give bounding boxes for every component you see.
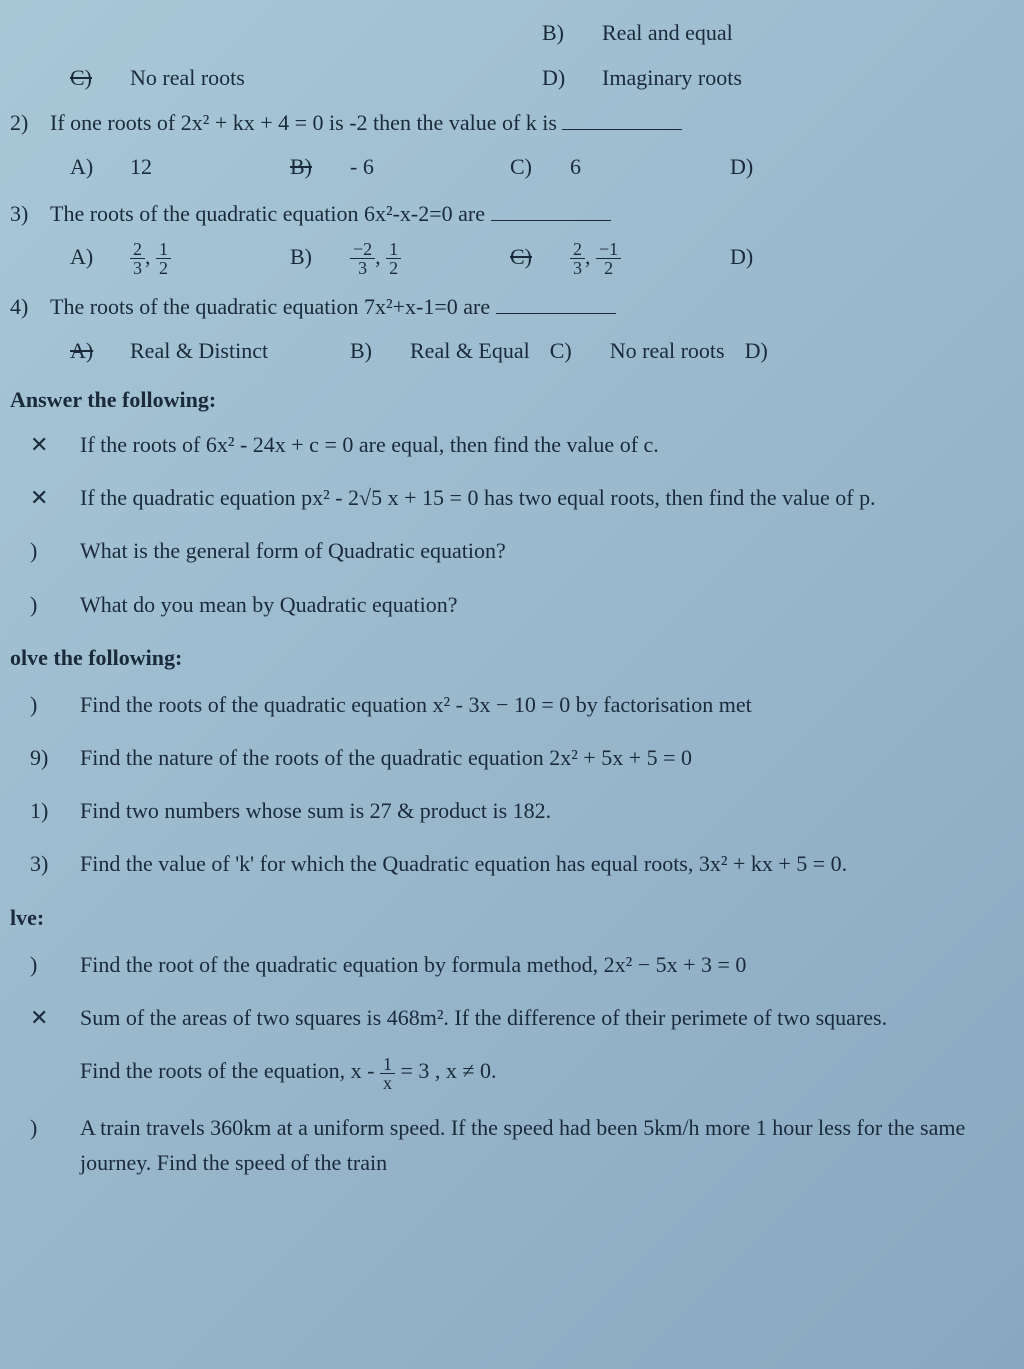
bullet-icon: ) — [30, 587, 80, 622]
bullet-icon: ✕ — [30, 1000, 80, 1035]
opt-value: Real and equal — [602, 15, 733, 50]
question-2: 2) If one roots of 2x² + kx + 4 = 0 is -… — [10, 105, 1014, 140]
opt-b: B) — [290, 149, 350, 184]
opt-d: D) — [745, 333, 805, 368]
question-4: 4) The roots of the quadratic equation 7… — [10, 289, 1014, 324]
partial-top-options: . B) Real and equal — [70, 15, 1014, 50]
lve-item: ✕ Sum of the areas of two squares is 468… — [30, 1000, 1014, 1035]
question-number: 4) — [10, 289, 50, 324]
lve-item: ) A train travels 360km at a uniform spe… — [30, 1110, 1014, 1180]
answer-item: ✕ If the quadratic equation px² - 2√5 x … — [30, 480, 1014, 515]
blank-line — [491, 199, 611, 221]
opt-c: C) — [510, 239, 570, 274]
question-text: The roots of the quadratic equation 6x²-… — [50, 196, 1014, 231]
fraction-pair: 23, 12 — [130, 239, 290, 277]
answer-item: ✕ If the roots of 6x² - 24x + c = 0 are … — [30, 427, 1014, 462]
opt-label-b: B) — [542, 15, 602, 50]
q2-options: A)12 B)- 6 C)6 D) — [70, 149, 1014, 184]
bullet-icon: ✕ — [30, 480, 80, 515]
q3-options: A) 23, 12 B) −23, 12 C) 23, −12 D) — [70, 239, 1014, 277]
solve-item: 3) Find the value of 'k' for which the Q… — [30, 846, 1014, 881]
opt-value: Imaginary roots — [602, 60, 742, 95]
section-lve-heading: lve: — [10, 900, 1014, 935]
bullet-icon: ) — [30, 687, 80, 722]
lve-item: ) Find the root of the quadratic equatio… — [30, 947, 1014, 982]
fraction-pair: −23, 12 — [350, 239, 510, 277]
opt-b: B) — [290, 239, 350, 274]
opt-d: D) — [730, 149, 790, 184]
bullet-icon: ) — [30, 533, 80, 568]
item-number: 1) — [30, 793, 80, 828]
solve-item: 9) Find the nature of the roots of the q… — [30, 740, 1014, 775]
lve-item: Find the roots of the equation, x - 1x =… — [30, 1053, 1014, 1091]
section-answer-heading: Answer the following: — [10, 382, 1014, 417]
opt-label-d: D) — [542, 60, 602, 95]
question-number: 3) — [10, 196, 50, 231]
q4-options: A)Real & Distinct B)Real & Equal C)No re… — [70, 333, 1014, 368]
question-text: If one roots of 2x² + kx + 4 = 0 is -2 t… — [50, 105, 1014, 140]
opt-d: D) — [730, 239, 790, 274]
solve-item: 1) Find two numbers whose sum is 27 & pr… — [30, 793, 1014, 828]
answer-item: ) What do you mean by Quadratic equation… — [30, 587, 1014, 622]
bullet-icon: ) — [30, 947, 80, 982]
question-3: 3) The roots of the quadratic equation 6… — [10, 196, 1014, 231]
opt-b: B) — [350, 333, 410, 368]
opt-label-c: C) — [70, 60, 130, 95]
opt-a: A) — [70, 239, 130, 274]
bullet-icon: ✕ — [30, 427, 80, 462]
opt-a: A) — [70, 333, 130, 368]
opt-c: C) — [550, 333, 610, 368]
item-number: 9) — [30, 740, 80, 775]
section-solve-heading: olve the following: — [10, 640, 1014, 675]
blank-line — [496, 292, 616, 314]
opt-c: C) — [510, 149, 570, 184]
answer-item: ) What is the general form of Quadratic … — [30, 533, 1014, 568]
partial-options-row2: C) No real roots D) Imaginary roots — [70, 60, 1014, 95]
item-number: 3) — [30, 846, 80, 881]
equation-text: Find the roots of the equation, x - 1x =… — [80, 1053, 1014, 1091]
question-text: The roots of the quadratic equation 7x²+… — [50, 289, 1014, 324]
solve-item: ) Find the roots of the quadratic equati… — [30, 687, 1014, 722]
opt-value: No real roots — [130, 60, 245, 95]
opt-a: A) — [70, 149, 130, 184]
fraction-pair: 23, −12 — [570, 239, 730, 277]
bullet-icon: ) — [30, 1110, 80, 1145]
blank-line — [562, 108, 682, 130]
question-number: 2) — [10, 105, 50, 140]
